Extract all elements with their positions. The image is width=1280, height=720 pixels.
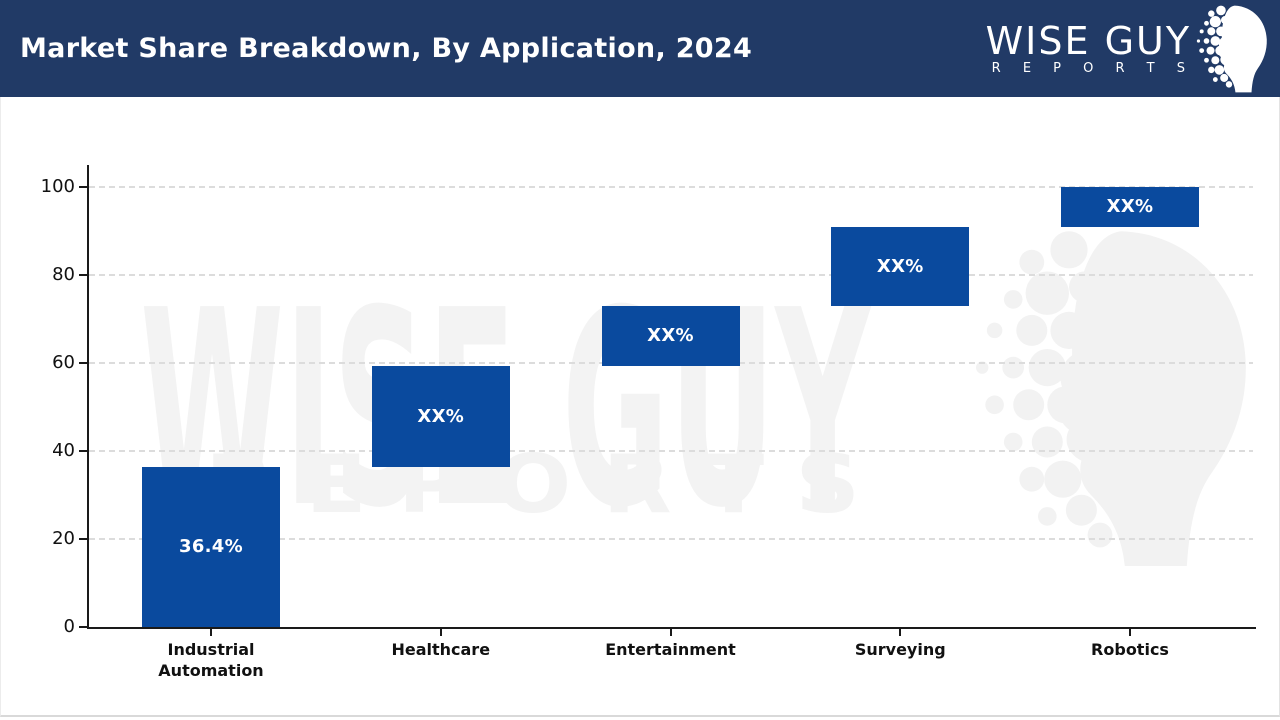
x-tick-label-robotics: Robotics — [1091, 640, 1169, 659]
wise-guy-reports-logo: WISE GUY R E P O R T S — [983, 4, 1270, 94]
gridline-80 — [89, 274, 1253, 276]
y-tick-60 — [79, 362, 87, 364]
bar-industrial-automation: 36.4% — [142, 466, 280, 627]
x-tick-robotics — [1129, 627, 1131, 636]
page-title: Market Share Breakdown, By Application, … — [20, 33, 753, 64]
y-tick-0 — [79, 626, 87, 628]
bar-robotics: XX% — [1061, 187, 1199, 227]
y-tick-label-0: 0 — [63, 616, 75, 637]
y-tick-label-40: 40 — [52, 440, 75, 461]
x-tick-surveying — [899, 627, 902, 636]
x-tick-label-industrial-automation: Industrial Automation — [158, 640, 264, 680]
bar-entertainment: XX% — [601, 305, 740, 367]
y-tick-label-100: 100 — [40, 176, 75, 197]
y-tick-label-20: 20 — [52, 528, 75, 549]
y-tick-label-80: 80 — [52, 264, 75, 285]
x-tick-label-surveying: Surveying — [854, 640, 946, 659]
x-tick-entertainment — [669, 627, 672, 636]
bar-value-label-robotics: XX% — [1106, 196, 1154, 218]
logo-wordmark-line2: R E P O R T S — [991, 61, 1194, 76]
logo-wordmark: WISE GUY R E P O R T S — [983, 21, 1194, 76]
y-tick-40 — [79, 450, 87, 452]
y-tick-80 — [79, 274, 87, 276]
gridline-20 — [89, 538, 1253, 540]
bar-value-label-entertainment: XX% — [647, 325, 694, 347]
x-tick-label-healthcare: Healthcare — [391, 640, 491, 659]
bar-value-label-surveying: XX% — [876, 255, 924, 277]
x-tick-healthcare — [439, 627, 442, 636]
bar-surveying: XX% — [831, 226, 970, 306]
y-tick-100 — [79, 186, 87, 188]
bar-healthcare: XX% — [371, 366, 510, 467]
y-tick-label-60: 60 — [52, 352, 75, 373]
logo-wordmark-line1: WISE GUY — [985, 19, 1192, 63]
y-tick-20 — [79, 538, 87, 540]
gridline-100 — [89, 186, 1253, 188]
bar-value-label-industrial-automation: 36.4% — [179, 536, 243, 558]
x-tick-industrial-automation — [210, 627, 212, 636]
x-tick-label-entertainment: Entertainment — [605, 640, 736, 659]
x-axis-line — [87, 627, 1256, 629]
y-axis-line — [87, 165, 89, 629]
gridline-40 — [89, 450, 1253, 452]
bar-value-label-healthcare: XX% — [417, 405, 465, 427]
header-bar: Market Share Breakdown, By Application, … — [0, 0, 1280, 97]
